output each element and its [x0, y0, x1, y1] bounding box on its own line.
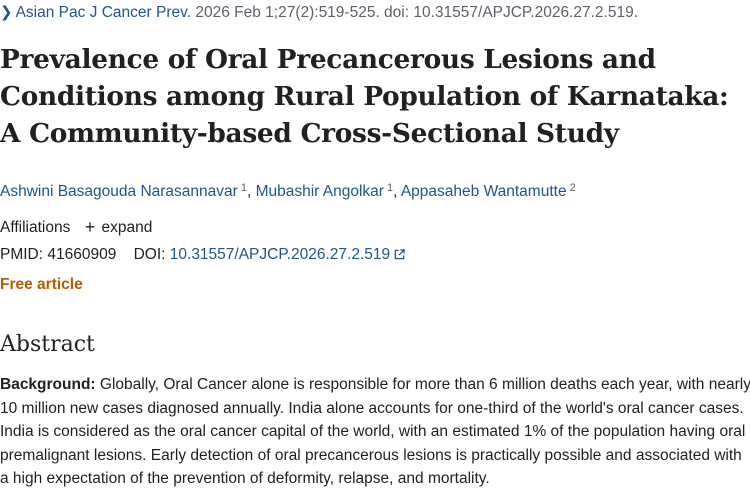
background-label: Background:: [0, 376, 96, 393]
author-link[interactable]: Mubashir Angolkar: [255, 183, 384, 200]
affiliation-ref[interactable]: 2: [569, 182, 576, 194]
abstract-background: Background: Globally, Oral Cancer alone …: [0, 373, 750, 491]
identifiers: PMID: 41660909 DOI: 10.31557/APJCP.2026.…: [0, 244, 405, 266]
external-link-icon: [394, 249, 405, 260]
expand-label[interactable]: expand: [101, 219, 153, 236]
chevron-right-icon: ❯: [0, 4, 13, 21]
abstract-heading: Abstract: [0, 332, 95, 357]
affiliations-toggle[interactable]: Affiliations + expand: [0, 216, 152, 239]
citation-details: 2026 Feb 1;27(2):519-525. doi: 10.31557/…: [195, 4, 639, 21]
article-title: Prevalence of Oral Precancerous Lesions …: [0, 44, 729, 149]
pmid-value: 41660909: [47, 246, 117, 263]
doi-value: 10.31557/APJCP.2026.27.2.519: [169, 246, 391, 263]
affiliation-ref[interactable]: 1: [386, 182, 394, 194]
free-article-badge: Free article: [0, 276, 83, 293]
author-list: Ashwini Basagouda Narasannavar 1, Mubashi…: [0, 182, 576, 200]
background-text: Globally, Oral Cancer alone is responsib…: [0, 376, 750, 487]
citation-line: ❯ Asian Pac J Cancer Prev. 2026 Feb 1;27(…: [0, 3, 638, 23]
journal-link[interactable]: Asian Pac J Cancer Prev.: [15, 4, 192, 21]
pmid-label: PMID:: [0, 246, 44, 263]
doi-link[interactable]: 10.31557/APJCP.2026.27.2.519: [170, 246, 405, 263]
affiliation-ref[interactable]: 1: [240, 182, 247, 194]
doi-label: DOI:: [133, 246, 166, 263]
author-link[interactable]: Ashwini Basagouda Narasannavar: [0, 183, 238, 200]
author-link[interactable]: Appasaheb Wantamutte: [400, 183, 567, 200]
affiliations-label: Affiliations: [0, 219, 71, 236]
plus-icon: +: [84, 217, 96, 237]
